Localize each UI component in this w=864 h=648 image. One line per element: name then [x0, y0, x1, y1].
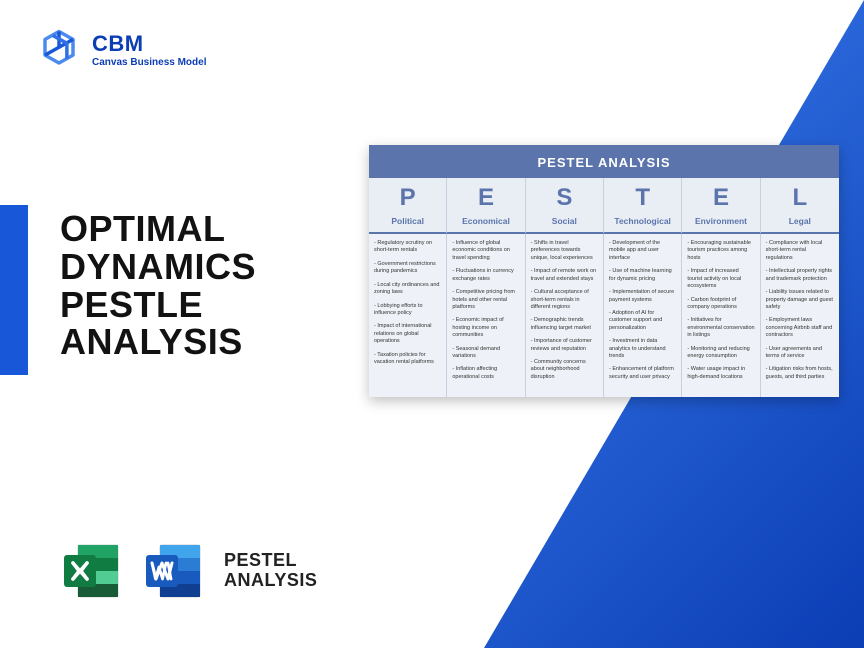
pestel-column: Encouraging sustainable tourism practice…: [682, 234, 760, 397]
logo-block: CBM Canvas Business Model: [38, 28, 206, 70]
pestel-item: Implementation of secure payment systems: [609, 289, 676, 304]
pestel-item: Shifts in travel preferences towards uni…: [531, 240, 598, 262]
pestel-item: Carbon footprint of company operations: [687, 297, 754, 312]
file-label: PESTEL ANALYSIS: [224, 551, 317, 591]
pestel-letter: E: [682, 178, 760, 214]
title-line: DYNAMICS: [60, 248, 256, 286]
pestel-item: Regulatory scrutiny on short-term rental…: [374, 240, 441, 255]
pestel-body: Regulatory scrutiny on short-term rental…: [369, 234, 839, 397]
pestel-item: Use of machine learning for dynamic pric…: [609, 268, 676, 283]
pestel-item: Initiatives for environmental conservati…: [687, 317, 754, 339]
title-line: ANALYSIS: [60, 323, 256, 361]
pestel-item: Taxation policies for vacation rental pl…: [374, 352, 441, 367]
pestel-item: Investment in data analytics to understa…: [609, 338, 676, 360]
pestel-item: Development of the mobile app and user i…: [609, 240, 676, 262]
pestel-category: Economical: [447, 214, 525, 234]
pestel-item: Impact of increased tourist activity on …: [687, 268, 754, 290]
pestel-item: Importance of customer reviews and reput…: [531, 338, 598, 353]
logo-title: CBM: [92, 31, 206, 57]
pestel-category: Technological: [604, 214, 682, 234]
pestel-category: Legal: [761, 214, 839, 234]
word-icon: [142, 539, 206, 603]
pestel-letter: P: [369, 178, 447, 214]
pestel-item: Impact of international relations on glo…: [374, 323, 441, 345]
file-icons-row: PESTEL ANALYSIS: [60, 539, 317, 603]
pestel-item: Inflation affecting operational costs: [452, 366, 519, 381]
file-label-line: PESTEL: [224, 551, 317, 571]
pestel-item: Demographic trends influencing target ma…: [531, 317, 598, 332]
pestel-item: Compliance with local short-term rental …: [766, 240, 834, 262]
main-title: OPTIMAL DYNAMICS PESTLE ANALYSIS: [60, 210, 256, 361]
pestel-item: Influence of global economic conditions …: [452, 240, 519, 262]
pestel-item: Encouraging sustainable tourism practice…: [687, 240, 754, 262]
pestel-letter: E: [447, 178, 525, 214]
pestel-item: Employment laws concerning Airbnb staff …: [766, 317, 834, 339]
pestel-item: Liability issues related to property dam…: [766, 289, 834, 311]
pestel-item: Competitive pricing from hotels and othe…: [452, 289, 519, 311]
pestel-item: Economic impact of hosting income on com…: [452, 317, 519, 339]
pestel-table: PESTEL ANALYSIS PESTEL PoliticalEconomic…: [369, 145, 839, 397]
pestel-item: Water usage impact in high-demand locati…: [687, 366, 754, 381]
pestel-category: Political: [369, 214, 447, 234]
pestel-category: Environment: [682, 214, 760, 234]
pestel-letter: S: [526, 178, 604, 214]
pestel-item: Cultural acceptance of short-term rental…: [531, 289, 598, 311]
pestel-column: Development of the mobile app and user i…: [604, 234, 682, 397]
pestel-item: Government restrictions during pandemics: [374, 261, 441, 276]
pestel-item: Local city ordinances and zoning laws: [374, 282, 441, 297]
pestel-item: Fluctuations in currency exchange rates: [452, 268, 519, 283]
pestel-column: Regulatory scrutiny on short-term rental…: [369, 234, 447, 397]
pestel-letter: L: [761, 178, 839, 214]
pestel-item: Enhancement of platform security and use…: [609, 366, 676, 381]
pestel-item: Impact of remote work on travel and exte…: [531, 268, 598, 283]
excel-icon: [60, 539, 124, 603]
pestel-title: PESTEL ANALYSIS: [369, 145, 839, 178]
pestel-item: Lobbying efforts to influence policy: [374, 303, 441, 318]
accent-bar: [0, 205, 28, 375]
pestel-letter: T: [604, 178, 682, 214]
pestel-category: Social: [526, 214, 604, 234]
pestel-item: Litigation risks from hosts, guests, and…: [766, 366, 834, 381]
pestel-item: User agreements and terms of service: [766, 346, 834, 361]
pestel-column: Influence of global economic conditions …: [447, 234, 525, 397]
pestel-item: Monitoring and reducing energy consumpti…: [687, 346, 754, 361]
cbm-logo-icon: [38, 28, 80, 70]
pestel-letters-row: PESTEL: [369, 178, 839, 214]
pestel-categories-row: PoliticalEconomicalSocialTechnologicalEn…: [369, 214, 839, 234]
pestel-column: Shifts in travel preferences towards uni…: [526, 234, 604, 397]
pestel-item: Adoption of AI for customer support and …: [609, 310, 676, 332]
pestel-item: Intellectual property rights and tradema…: [766, 268, 834, 283]
pestel-column: Compliance with local short-term rental …: [761, 234, 839, 397]
title-line: PESTLE: [60, 286, 256, 324]
title-line: OPTIMAL: [60, 210, 256, 248]
pestel-item: Seasonal demand variations: [452, 346, 519, 361]
pestel-item: Community concerns about neighborhood di…: [531, 359, 598, 381]
logo-subtitle: Canvas Business Model: [92, 57, 206, 68]
file-label-line: ANALYSIS: [224, 571, 317, 591]
